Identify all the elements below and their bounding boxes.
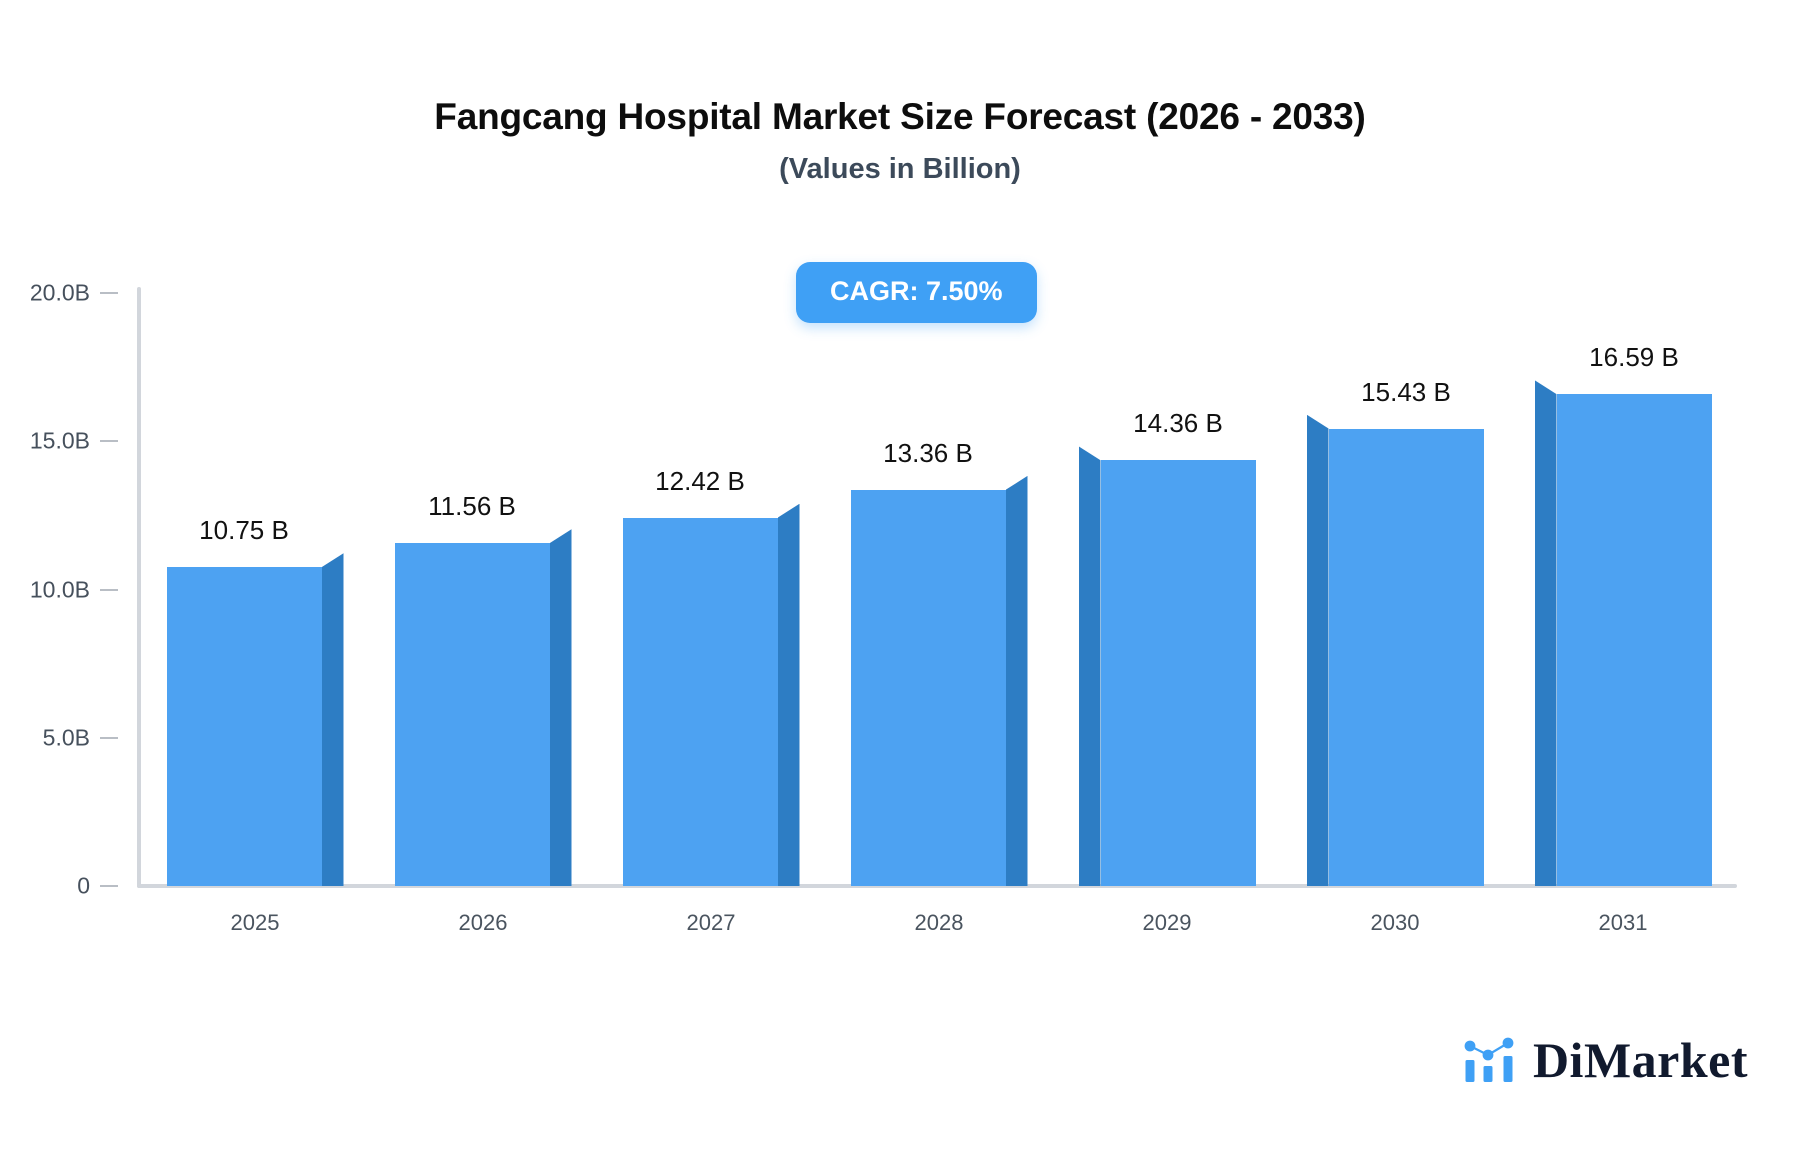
x-axis-tick-label: 2029 <box>1142 910 1192 935</box>
y-axis-tick-label: 20.0B <box>29 279 90 306</box>
bar[interactable] <box>166 567 322 886</box>
bar-3d-side <box>549 529 572 886</box>
title-block: Fangcang Hospital Market Size Forecast (… <box>0 96 1800 186</box>
bar-value-label: 11.56 B <box>428 491 516 522</box>
y-axis-tick-label: 5.0B <box>42 724 90 751</box>
y-axis-tick-mark <box>100 885 118 887</box>
bar-value-label: 14.36 B <box>1133 408 1223 439</box>
y-axis-tick-mark <box>100 440 118 443</box>
bar[interactable] <box>622 517 778 886</box>
bar[interactable] <box>394 543 550 886</box>
bar-value-label: 16.59 B <box>1589 342 1679 373</box>
x-axis-tick-label: 2028 <box>914 910 964 935</box>
bar[interactable] <box>1100 460 1256 886</box>
y-axis-tick-label: 10.0B <box>29 576 90 602</box>
bar[interactable] <box>850 489 1006 886</box>
bar-3d-side <box>1005 475 1028 886</box>
chart-subtitle: (Values in Billion) <box>779 152 1021 185</box>
bar-value-label: 12.42 B <box>655 465 745 496</box>
x-axis-tick-label: 2026 <box>458 910 508 935</box>
y-axis-tick-mark <box>100 292 118 294</box>
bar-3d-side <box>321 553 344 886</box>
cagr-badge: CAGR: 7.50% <box>796 262 1037 323</box>
x-axis-tick-label: 2030 <box>1370 910 1420 935</box>
bar-value-label: 15.43 B <box>1361 376 1451 407</box>
y-axis-tick-label: 0 <box>77 872 90 899</box>
x-axis-tick-label: 2027 <box>686 910 736 935</box>
bar-3d-side <box>777 503 800 886</box>
bar-3d-side <box>1534 380 1557 886</box>
brand-logo: DiMarket <box>1463 1035 1748 1085</box>
bar-3d-side <box>1306 414 1329 886</box>
bar[interactable] <box>1328 428 1484 886</box>
y-axis-tick-label: 15.0B <box>29 427 90 454</box>
bar-chart-logo-icon <box>1464 1037 1514 1082</box>
y-axis-tick-mark <box>100 736 118 739</box>
bar-3d-side <box>1078 446 1101 886</box>
x-axis-line <box>137 884 1737 888</box>
y-axis-tick-mark <box>100 588 118 591</box>
bar[interactable] <box>1556 394 1712 886</box>
bar-value-label: 10.75 B <box>199 515 289 546</box>
y-axis-line <box>137 287 141 888</box>
page-title: Fangcang Hospital Market Size Forecast (… <box>434 96 1366 137</box>
x-axis-tick-label: 2025 <box>230 910 280 935</box>
x-axis-tick-label: 2031 <box>1598 910 1648 935</box>
bar-value-label: 13.36 B <box>883 437 973 468</box>
brand-name: DiMarket <box>1532 1032 1748 1088</box>
